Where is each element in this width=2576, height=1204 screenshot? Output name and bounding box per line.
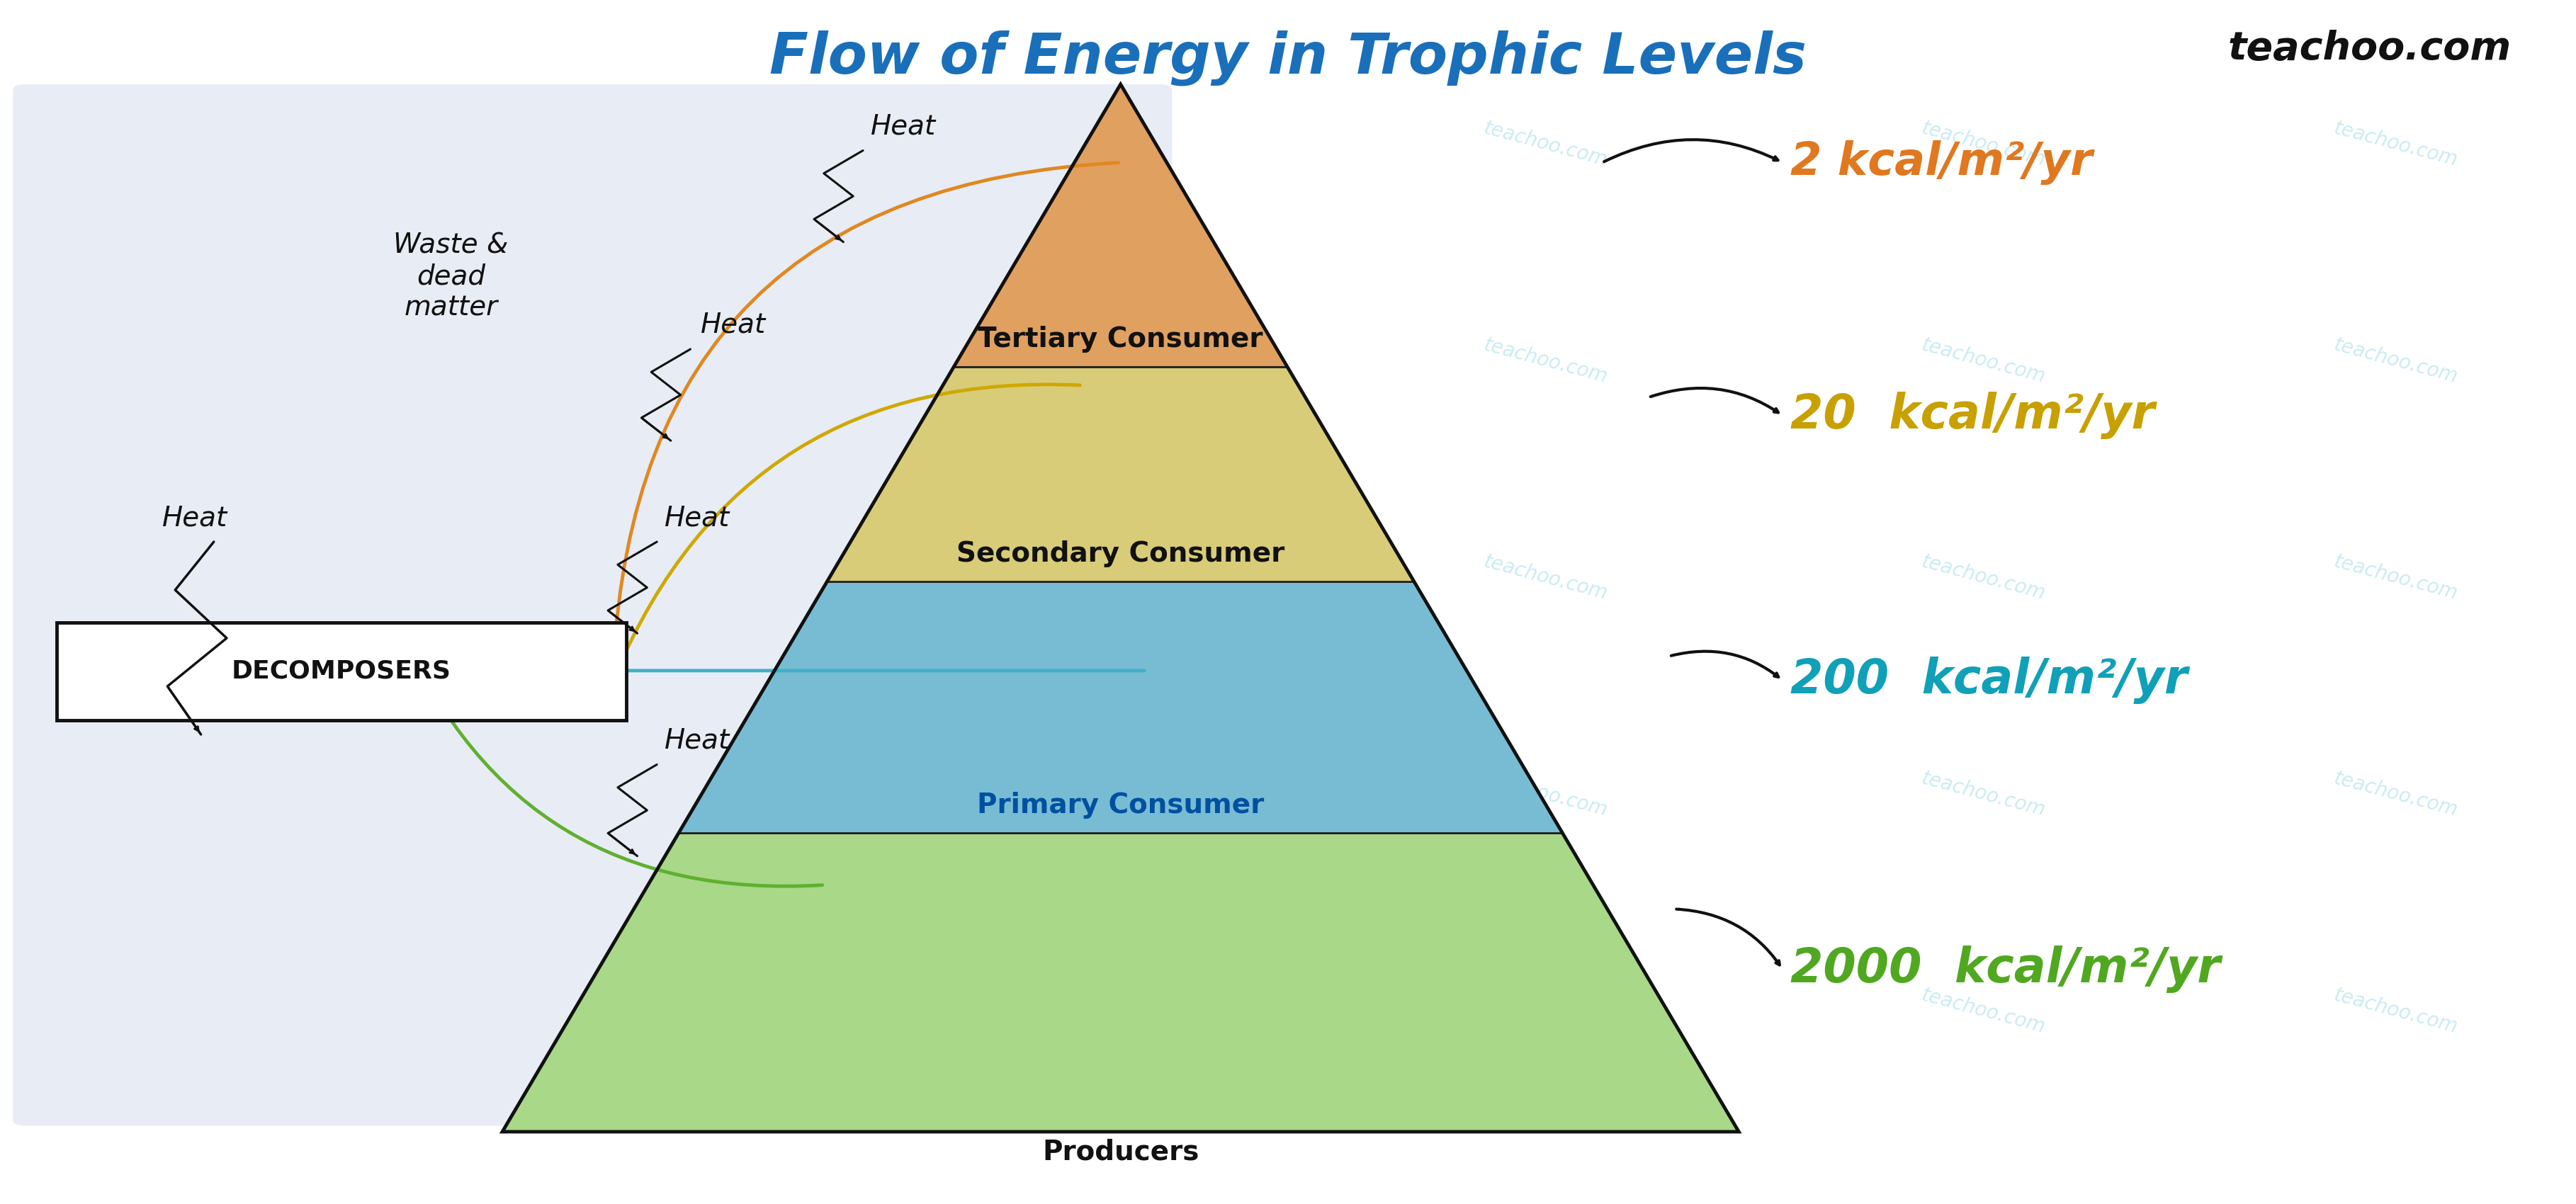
Text: Primary Consumer: Primary Consumer [976, 792, 1265, 819]
Text: Flow of Energy in Trophic Levels: Flow of Energy in Trophic Levels [770, 30, 1806, 85]
Text: teachoo.com: teachoo.com [2331, 768, 2460, 821]
Text: teachoo.com: teachoo.com [1481, 335, 1610, 388]
Text: teachoo.com: teachoo.com [1481, 985, 1610, 1038]
Text: DECOMPOSERS: DECOMPOSERS [232, 660, 451, 684]
Text: teachoo.com: teachoo.com [580, 335, 708, 388]
Polygon shape [677, 582, 1564, 833]
Text: 2 kcal/m²/yr: 2 kcal/m²/yr [1790, 140, 2092, 185]
Text: teachoo.com: teachoo.com [1919, 985, 2048, 1038]
Text: teachoo.com: teachoo.com [2331, 335, 2460, 388]
Polygon shape [953, 84, 1288, 367]
Text: teachoo.com: teachoo.com [580, 551, 708, 604]
Text: teachoo.com: teachoo.com [2331, 985, 2460, 1038]
Text: teachoo.com: teachoo.com [1043, 335, 1172, 388]
FancyBboxPatch shape [57, 622, 626, 720]
Text: teachoo.com: teachoo.com [2228, 30, 2512, 69]
Text: teachoo.com: teachoo.com [1919, 551, 2048, 604]
Text: Tertiary Consumer: Tertiary Consumer [979, 326, 1262, 353]
Text: teachoo.com: teachoo.com [142, 551, 270, 604]
Text: teachoo.com: teachoo.com [1919, 768, 2048, 821]
Text: teachoo.com: teachoo.com [1919, 335, 2048, 388]
Text: teachoo.com: teachoo.com [142, 768, 270, 821]
Text: Heat: Heat [665, 727, 729, 754]
Text: Heat: Heat [871, 113, 935, 140]
FancyBboxPatch shape [13, 84, 1172, 1126]
Text: teachoo.com: teachoo.com [580, 768, 708, 821]
Text: teachoo.com: teachoo.com [580, 985, 708, 1038]
Text: 200  kcal/m²/yr: 200 kcal/m²/yr [1790, 656, 2187, 704]
Text: teachoo.com: teachoo.com [1043, 768, 1172, 821]
Text: teachoo.com: teachoo.com [580, 118, 708, 171]
Text: 20  kcal/m²/yr: 20 kcal/m²/yr [1790, 391, 2154, 439]
Text: teachoo.com: teachoo.com [1481, 551, 1610, 604]
Polygon shape [502, 833, 1739, 1132]
Text: teachoo.com: teachoo.com [2331, 551, 2460, 604]
Text: Secondary Consumer: Secondary Consumer [956, 541, 1285, 567]
Text: teachoo.com: teachoo.com [142, 118, 270, 171]
Text: 2000  kcal/m²/yr: 2000 kcal/m²/yr [1790, 945, 2221, 993]
Text: Heat: Heat [701, 312, 765, 338]
Text: teachoo.com: teachoo.com [142, 335, 270, 388]
Text: Producers: Producers [1043, 1139, 1198, 1165]
Text: teachoo.com: teachoo.com [2331, 118, 2460, 171]
Text: teachoo.com: teachoo.com [142, 985, 270, 1038]
Text: Heat: Heat [162, 504, 227, 531]
Text: teachoo.com: teachoo.com [1481, 768, 1610, 821]
Text: Waste &
dead
matter: Waste & dead matter [394, 232, 507, 321]
Text: teachoo.com: teachoo.com [1043, 118, 1172, 171]
Text: Heat: Heat [665, 504, 729, 531]
Text: teachoo.com: teachoo.com [1919, 118, 2048, 171]
Text: teachoo.com: teachoo.com [1481, 118, 1610, 171]
Polygon shape [827, 367, 1414, 582]
Text: teachoo.com: teachoo.com [1043, 985, 1172, 1038]
Text: teachoo.com: teachoo.com [1043, 551, 1172, 604]
